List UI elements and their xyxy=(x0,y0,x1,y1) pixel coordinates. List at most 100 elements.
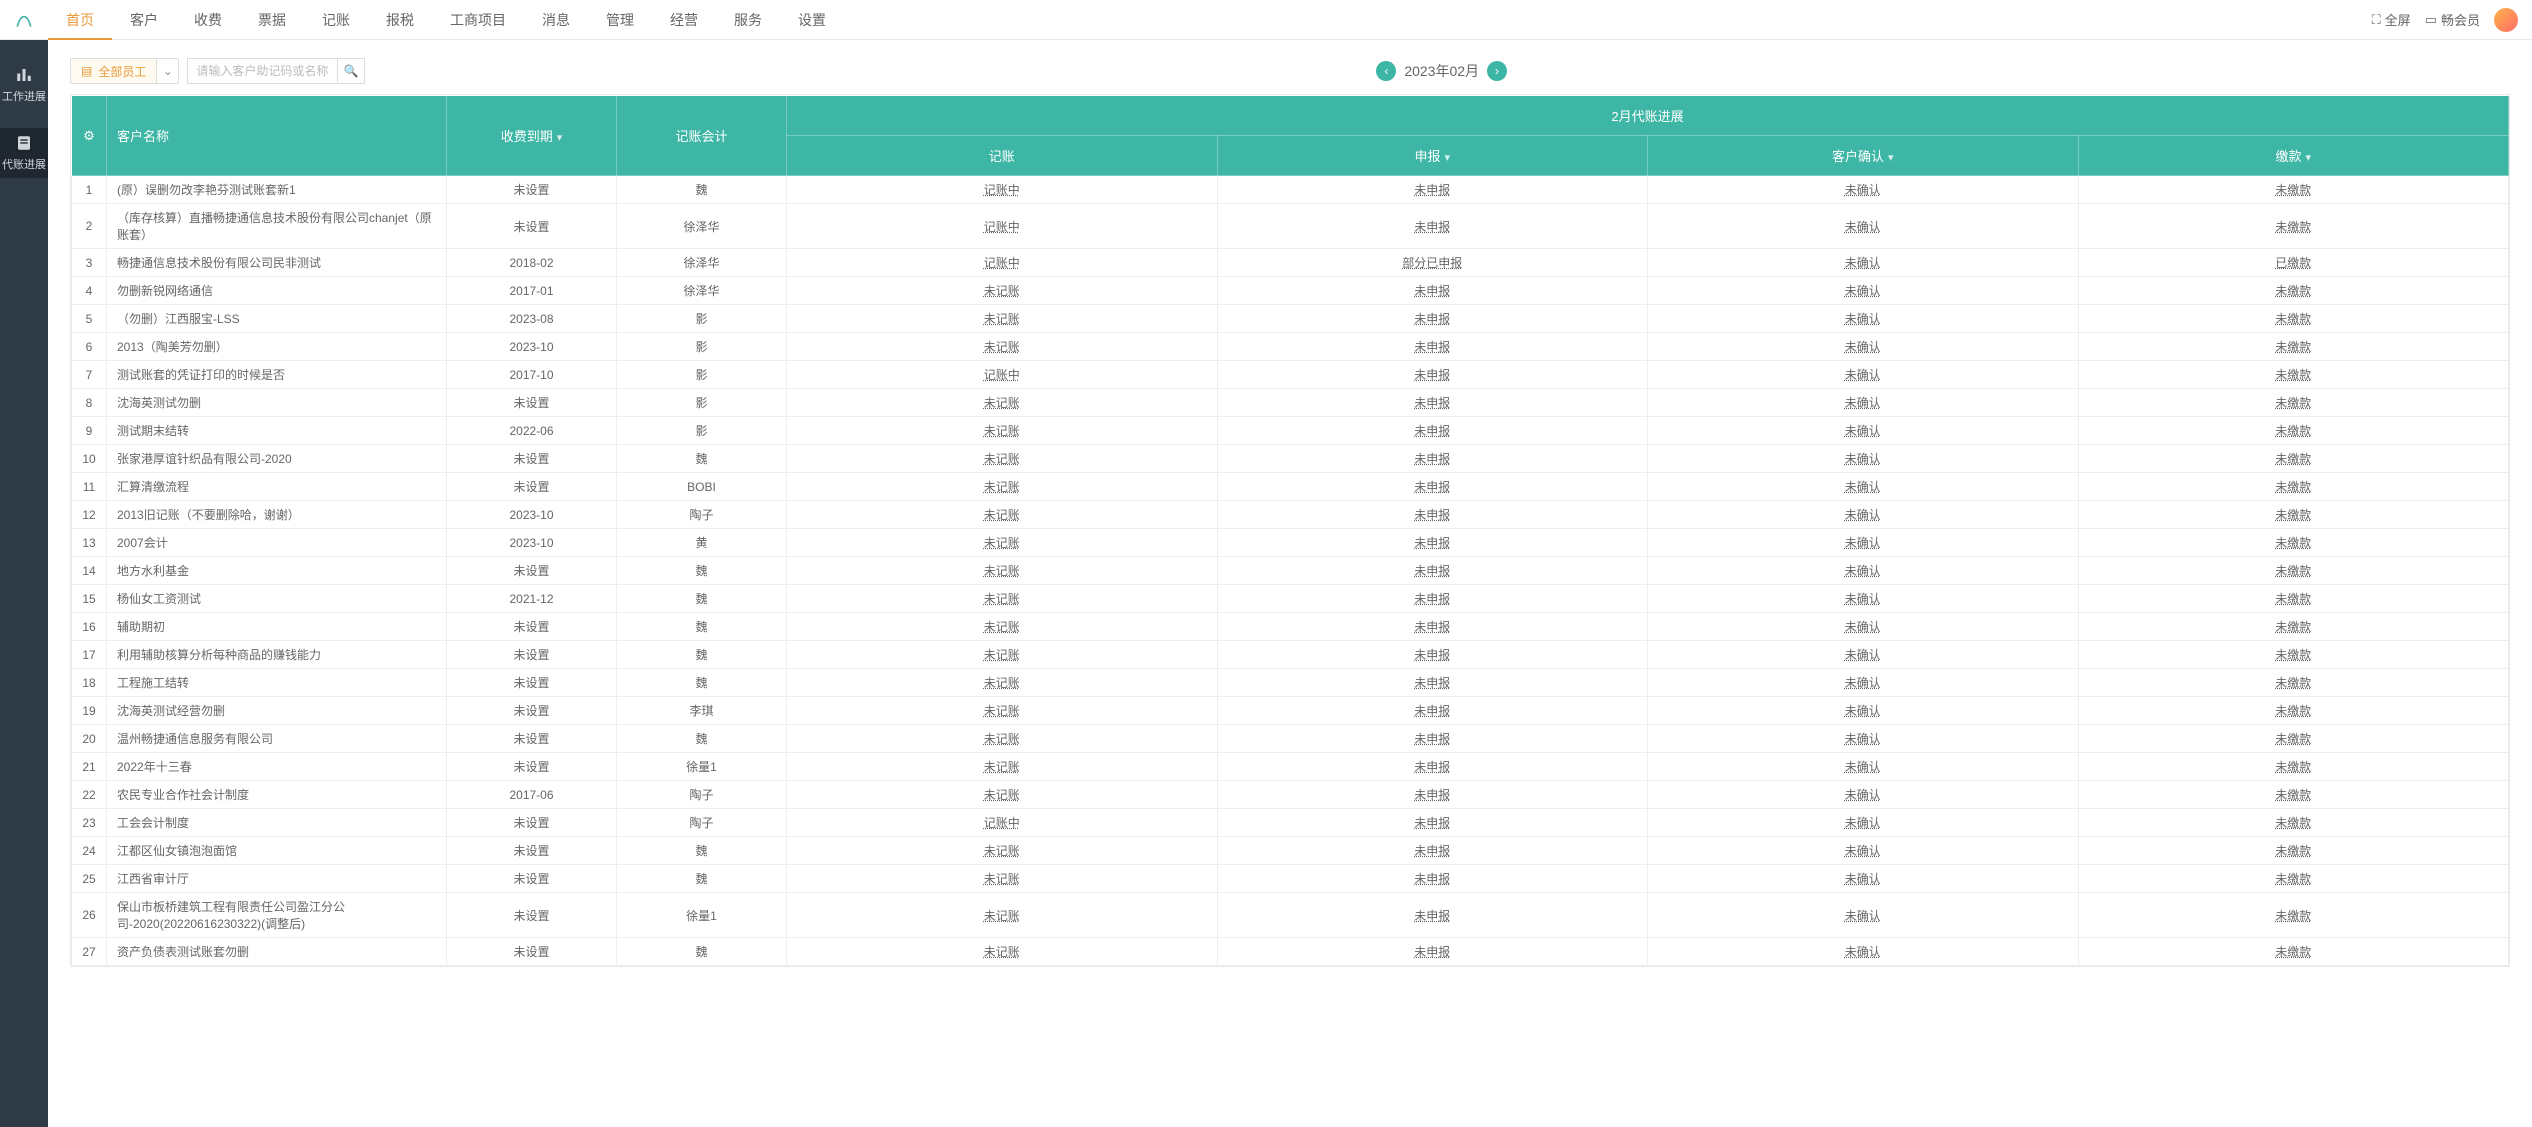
cell-customer-name[interactable]: 江都区仙女镇泡泡面馆 xyxy=(107,837,447,865)
cell-payment[interactable]: 未缴款 xyxy=(2078,176,2509,204)
cell-confirm[interactable]: 未确认 xyxy=(1648,176,2079,204)
cell-confirm[interactable]: 未确认 xyxy=(1648,305,2079,333)
cell-booking[interactable]: 未记账 xyxy=(787,725,1218,753)
cell-filing[interactable]: 未申报 xyxy=(1217,938,1648,966)
cell-booking[interactable]: 未记账 xyxy=(787,557,1218,585)
cell-confirm[interactable]: 未确认 xyxy=(1648,893,2079,938)
sidebar-item-0[interactable]: 工作进展 xyxy=(0,60,48,110)
cell-payment[interactable]: 未缴款 xyxy=(2078,865,2509,893)
cell-confirm[interactable]: 未确认 xyxy=(1648,204,2079,249)
cell-payment[interactable]: 未缴款 xyxy=(2078,697,2509,725)
cell-booking[interactable]: 未记账 xyxy=(787,529,1218,557)
cell-payment[interactable]: 未缴款 xyxy=(2078,473,2509,501)
column-customer-name[interactable]: 客户名称 xyxy=(107,96,447,176)
cell-customer-name[interactable]: 测试期末结转 xyxy=(107,417,447,445)
cell-customer-name[interactable]: (原）误删勿改李艳芬测试账套新1 xyxy=(107,176,447,204)
cell-confirm[interactable]: 未确认 xyxy=(1648,697,2079,725)
cell-payment[interactable]: 未缴款 xyxy=(2078,529,2509,557)
cell-booking[interactable]: 未记账 xyxy=(787,641,1218,669)
cell-payment[interactable]: 未缴款 xyxy=(2078,417,2509,445)
cell-confirm[interactable]: 未确认 xyxy=(1648,641,2079,669)
cell-customer-name[interactable]: 利用辅助核算分析每种商品的赚钱能力 xyxy=(107,641,447,669)
cell-confirm[interactable]: 未确认 xyxy=(1648,557,2079,585)
cell-payment[interactable]: 未缴款 xyxy=(2078,204,2509,249)
cell-booking[interactable]: 未记账 xyxy=(787,613,1218,641)
cell-filing[interactable]: 未申报 xyxy=(1217,725,1648,753)
column-accountant[interactable]: 记账会计 xyxy=(617,96,787,176)
cell-booking[interactable]: 未记账 xyxy=(787,669,1218,697)
cell-customer-name[interactable]: 资产负债表测试账套勿删 xyxy=(107,938,447,966)
cell-payment[interactable]: 未缴款 xyxy=(2078,445,2509,473)
column-progress-2[interactable]: 客户确认▾ xyxy=(1648,136,2079,176)
cell-filing[interactable]: 未申报 xyxy=(1217,753,1648,781)
cell-customer-name[interactable]: 保山市板桥建筑工程有限责任公司盈江分公司-2020(20220616230322… xyxy=(107,893,447,938)
nav-item-10[interactable]: 服务 xyxy=(716,0,780,40)
cell-customer-name[interactable]: 杨仙女工资测试 xyxy=(107,585,447,613)
cell-booking[interactable]: 未记账 xyxy=(787,753,1218,781)
cell-booking[interactable]: 未记账 xyxy=(787,389,1218,417)
cell-customer-name[interactable]: 畅捷通信息技术股份有限公司民非测试 xyxy=(107,249,447,277)
cell-booking[interactable]: 未记账 xyxy=(787,473,1218,501)
cell-booking[interactable]: 未记账 xyxy=(787,893,1218,938)
cell-payment[interactable]: 未缴款 xyxy=(2078,305,2509,333)
cell-confirm[interactable]: 未确认 xyxy=(1648,417,2079,445)
cell-confirm[interactable]: 未确认 xyxy=(1648,361,2079,389)
cell-payment[interactable]: 未缴款 xyxy=(2078,277,2509,305)
nav-item-6[interactable]: 工商项目 xyxy=(432,0,524,40)
cell-payment[interactable]: 未缴款 xyxy=(2078,753,2509,781)
cell-customer-name[interactable]: 2013（陶美芳勿删） xyxy=(107,333,447,361)
cell-customer-name[interactable]: 沈海英测试经营勿删 xyxy=(107,697,447,725)
cell-filing[interactable]: 未申报 xyxy=(1217,305,1648,333)
cell-customer-name[interactable]: 张家港厚谊针织品有限公司-2020 xyxy=(107,445,447,473)
cell-confirm[interactable]: 未确认 xyxy=(1648,837,2079,865)
cell-payment[interactable]: 未缴款 xyxy=(2078,613,2509,641)
nav-item-8[interactable]: 管理 xyxy=(588,0,652,40)
cell-customer-name[interactable]: 2007会计 xyxy=(107,529,447,557)
cell-filing[interactable]: 未申报 xyxy=(1217,781,1648,809)
app-logo[interactable] xyxy=(0,10,48,30)
cell-customer-name[interactable]: （勿删）江西服宝-LSS xyxy=(107,305,447,333)
cell-payment[interactable]: 未缴款 xyxy=(2078,938,2509,966)
member-button[interactable]: ▭ 畅会员 xyxy=(2425,10,2480,29)
staff-select[interactable]: ▤ 全部员工 ⌄ xyxy=(70,58,179,84)
cell-confirm[interactable]: 未确认 xyxy=(1648,333,2079,361)
cell-filing[interactable]: 未申报 xyxy=(1217,865,1648,893)
settings-column-header[interactable]: ⚙ xyxy=(72,96,107,176)
cell-customer-name[interactable]: 温州畅捷通信息服务有限公司 xyxy=(107,725,447,753)
cell-confirm[interactable]: 未确认 xyxy=(1648,529,2079,557)
cell-confirm[interactable]: 未确认 xyxy=(1648,865,2079,893)
cell-payment[interactable]: 未缴款 xyxy=(2078,557,2509,585)
cell-payment[interactable]: 未缴款 xyxy=(2078,501,2509,529)
cell-confirm[interactable]: 未确认 xyxy=(1648,753,2079,781)
nav-item-9[interactable]: 经营 xyxy=(652,0,716,40)
cell-customer-name[interactable]: 辅助期初 xyxy=(107,613,447,641)
cell-confirm[interactable]: 未确认 xyxy=(1648,809,2079,837)
cell-filing[interactable]: 未申报 xyxy=(1217,417,1648,445)
cell-payment[interactable]: 已缴款 xyxy=(2078,249,2509,277)
cell-payment[interactable]: 未缴款 xyxy=(2078,333,2509,361)
cell-filing[interactable]: 未申报 xyxy=(1217,893,1648,938)
cell-customer-name[interactable]: 2013旧记账（不要删除哈，谢谢） xyxy=(107,501,447,529)
nav-item-0[interactable]: 首页 xyxy=(48,0,112,40)
prev-month-button[interactable]: ‹ xyxy=(1376,61,1396,81)
cell-confirm[interactable]: 未确认 xyxy=(1648,669,2079,697)
cell-filing[interactable]: 未申报 xyxy=(1217,641,1648,669)
cell-payment[interactable]: 未缴款 xyxy=(2078,725,2509,753)
cell-customer-name[interactable]: 工程施工结转 xyxy=(107,669,447,697)
cell-filing[interactable]: 部分已申报 xyxy=(1217,249,1648,277)
search-input[interactable] xyxy=(187,58,337,84)
sidebar-item-1[interactable]: 代账进展 xyxy=(0,128,48,178)
cell-payment[interactable]: 未缴款 xyxy=(2078,837,2509,865)
cell-payment[interactable]: 未缴款 xyxy=(2078,809,2509,837)
cell-booking[interactable]: 未记账 xyxy=(787,697,1218,725)
cell-confirm[interactable]: 未确认 xyxy=(1648,938,2079,966)
cell-payment[interactable]: 未缴款 xyxy=(2078,585,2509,613)
cell-filing[interactable]: 未申报 xyxy=(1217,445,1648,473)
cell-booking[interactable]: 未记账 xyxy=(787,837,1218,865)
cell-confirm[interactable]: 未确认 xyxy=(1648,501,2079,529)
cell-filing[interactable]: 未申报 xyxy=(1217,361,1648,389)
cell-booking[interactable]: 未记账 xyxy=(787,781,1218,809)
cell-filing[interactable]: 未申报 xyxy=(1217,529,1648,557)
cell-filing[interactable]: 未申报 xyxy=(1217,277,1648,305)
search-button[interactable]: 🔍 xyxy=(337,58,365,84)
